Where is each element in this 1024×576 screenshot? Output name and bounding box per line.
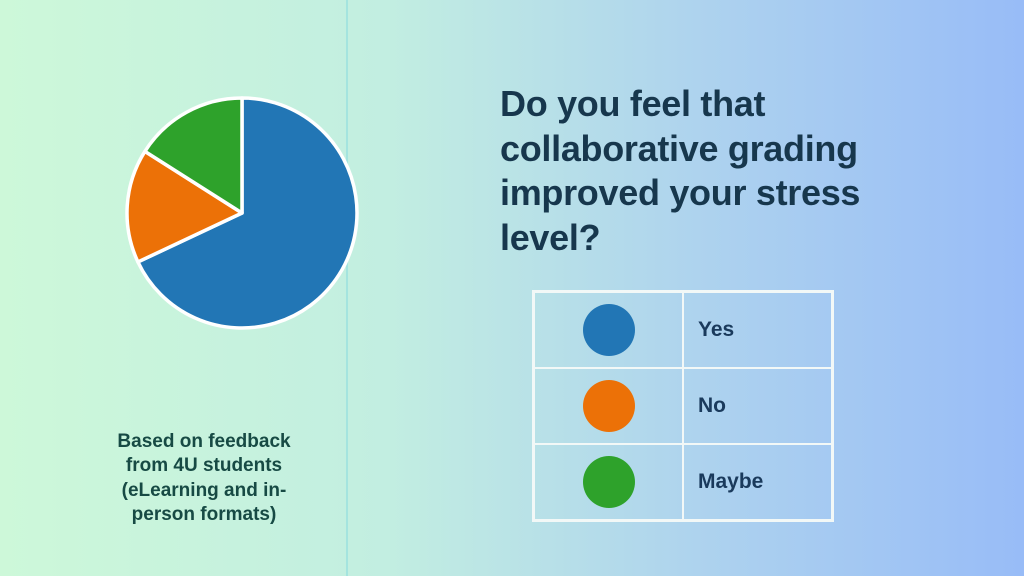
pie-slice-yes <box>136 96 359 330</box>
pie-slice-maybe <box>143 96 244 215</box>
legend-swatch-cell-maybe <box>534 444 683 520</box>
legend-swatch-cell-yes <box>534 292 683 368</box>
legend-table: Yes No Maybe <box>532 290 834 522</box>
source-caption: Based on feedback from 4U students (eLea… <box>117 431 291 525</box>
legend-label-yes: Yes <box>698 318 735 341</box>
legend-swatch-yes-circle <box>582 304 635 356</box>
legend-label-cell-maybe: Maybe <box>683 444 832 520</box>
legend-swatch-cell-no <box>534 368 683 444</box>
legend-label-no: No <box>698 394 726 417</box>
question-title: Do you feel that collaborative grading i… <box>500 83 861 258</box>
pie-chart <box>125 96 359 330</box>
legend-swatch-no-circle <box>582 380 635 432</box>
pie-slice-no <box>125 149 244 264</box>
legend-label-maybe: Maybe <box>698 470 764 493</box>
legend-label-cell-no: No <box>683 368 832 444</box>
legend-label-cell-yes: Yes <box>683 292 832 368</box>
background-seam-line <box>346 0 348 576</box>
legend-swatch-maybe-circle <box>582 456 635 508</box>
